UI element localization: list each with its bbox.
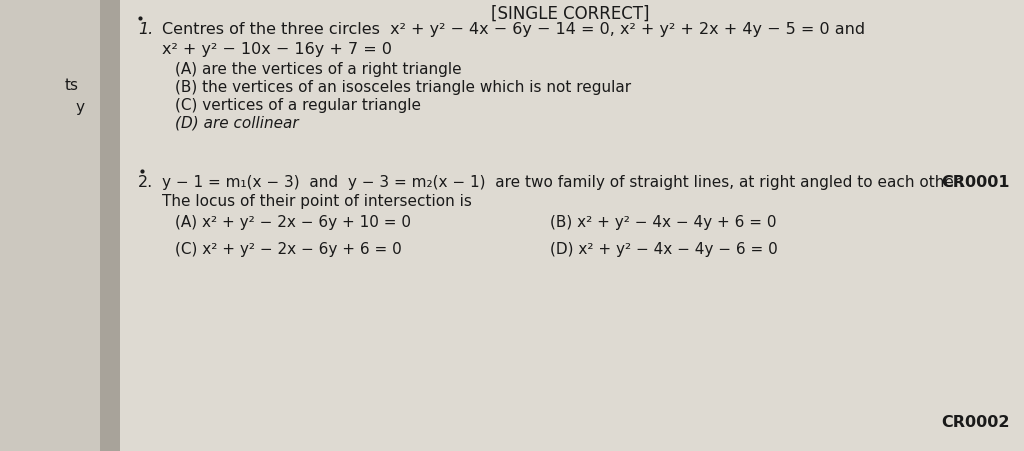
Text: (C) vertices of a regular triangle: (C) vertices of a regular triangle [175,98,421,113]
Text: (B) the vertices of an isosceles triangle which is not regular: (B) the vertices of an isosceles triangl… [175,80,631,95]
Text: (D) are collinear: (D) are collinear [175,116,299,131]
Text: [SINGLE CORRECT]: [SINGLE CORRECT] [490,5,649,23]
Text: Centres of the three circles  x² + y² − 4x − 6y − 14 = 0, x² + y² + 2x + 4y − 5 : Centres of the three circles x² + y² − 4… [162,22,865,37]
Text: 2.: 2. [138,175,154,189]
Text: (C) x² + y² − 2x − 6y + 6 = 0: (C) x² + y² − 2x − 6y + 6 = 0 [175,241,401,257]
Text: CR0001: CR0001 [941,175,1010,189]
Bar [115,0,1024,451]
Text: 1.: 1. [138,22,154,37]
Text: (A) x² + y² − 2x − 6y + 10 = 0: (A) x² + y² − 2x − 6y + 10 = 0 [175,215,411,230]
Text: x² + y² − 10x − 16y + 7 = 0: x² + y² − 10x − 16y + 7 = 0 [162,42,392,57]
Text: ts: ts [65,78,79,93]
Text: The locus of their point of intersection is: The locus of their point of intersection… [162,193,472,208]
Text: y − 1 = m₁(x − 3)  and  y − 3 = m₂(x − 1)  are two family of straight lines, at : y − 1 = m₁(x − 3) and y − 3 = m₂(x − 1) … [162,175,964,189]
Bar [100,0,120,451]
Text: y: y [75,100,84,115]
Text: (A) are the vertices of a right triangle: (A) are the vertices of a right triangle [175,62,462,77]
Text: (D) x² + y² − 4x − 4y − 6 = 0: (D) x² + y² − 4x − 4y − 6 = 0 [550,241,778,257]
Text: CR0002: CR0002 [941,414,1010,429]
Text: (B) x² + y² − 4x − 4y + 6 = 0: (B) x² + y² − 4x − 4y + 6 = 0 [550,215,776,230]
